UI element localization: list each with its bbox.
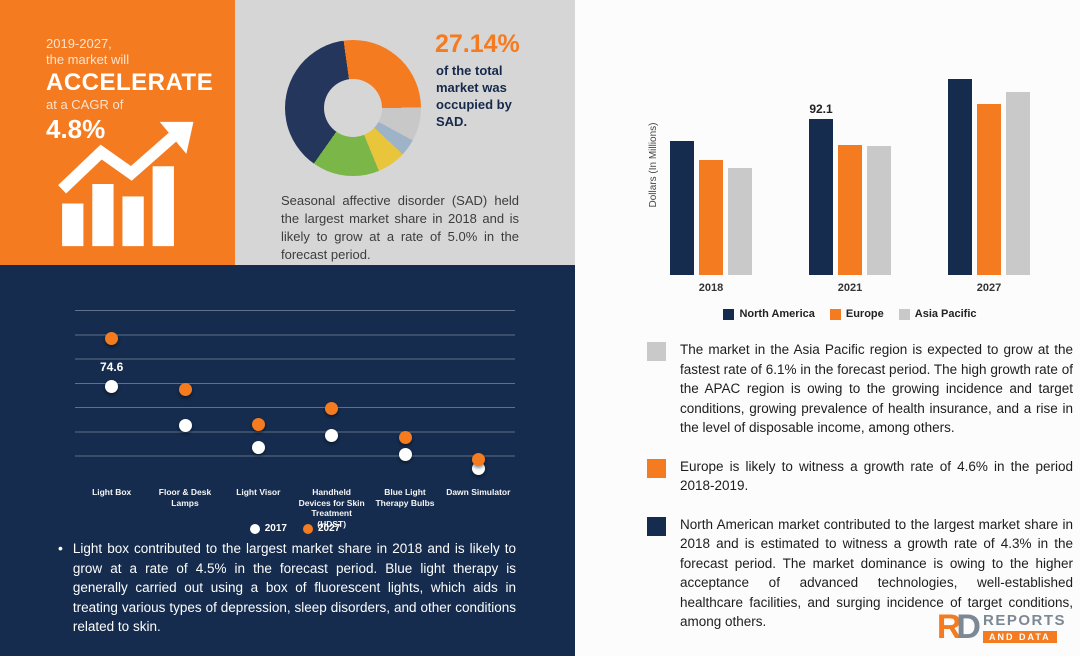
logo-and-data: AND DATA — [982, 630, 1057, 643]
donut-hole — [324, 79, 382, 137]
legend-swatch — [303, 523, 313, 534]
bars-2018 — [670, 55, 752, 275]
legend-swatch — [723, 308, 735, 320]
logo-mark-r: R — [936, 608, 961, 646]
bar-group-2027: 2027 — [948, 55, 1030, 294]
bar-europe-2021 — [838, 145, 862, 275]
bars-2027 — [948, 55, 1030, 275]
dot-plot-categories: Light Box Floor & Desk Lamps Light Visor Ha… — [75, 487, 515, 529]
dot-legend-item-2017: 2017 — [249, 523, 287, 534]
logo-text: REPORTS AND DATA — [982, 611, 1066, 643]
bullet-marker — [647, 458, 666, 478]
bar-value-label: 92.1 — [809, 102, 833, 116]
dot-2027-1 — [178, 382, 192, 396]
product-bullet: • Light box contributed to the largest m… — [58, 539, 516, 637]
bar-europe-2027 — [977, 104, 1001, 275]
bullet-text: The market in the Asia Pacific region is… — [680, 342, 1073, 435]
dot-2027-4 — [398, 430, 412, 444]
regional-bullet-0: The market in the Asia Pacific region is… — [647, 340, 1073, 438]
bullet-marker — [647, 342, 666, 361]
sad-share-value: 27.14% — [435, 30, 520, 58]
growth-arrow-icon — [58, 121, 194, 247]
dot-2027-0 — [105, 332, 119, 346]
regional-bar-chart: Dollars (In Millions) 2018 92.1 2021 2027 — [648, 55, 1030, 305]
legend-swatch — [249, 523, 260, 534]
accelerate-text: ACCELERATE — [46, 69, 214, 96]
bar-europe-2018 — [699, 160, 723, 275]
dot-2017-4 — [398, 448, 412, 462]
bullet-text: North American market contributed to the… — [680, 516, 1073, 630]
legend-label: North America — [739, 308, 815, 320]
bar-asia-pacific-2027 — [1006, 92, 1030, 275]
cagr-panel: 2019-2027, the market will ACCELERATE at… — [0, 0, 235, 265]
bullet-dot: • — [58, 540, 63, 556]
dot-category-5: Dawn Simulator — [446, 487, 511, 497]
cagr-value: 4.8% — [46, 114, 106, 144]
sad-share-caption: of the total market was occupied by SAD. — [436, 63, 512, 129]
reports-and-data-logo: RD REPORTS AND DATA — [937, 610, 1066, 644]
bar-legend-item-europe: Europe — [829, 308, 884, 320]
dot-category-3: Handheld Devices for Skin Treatment (HDS… — [298, 487, 365, 529]
legend-swatch — [898, 308, 910, 320]
legend-label: 2027 — [318, 523, 341, 534]
sad-panel: 27.14% of the total market was occupied … — [235, 0, 575, 265]
bar-group-2021: 92.1 2021 — [809, 55, 891, 294]
product-panel: 74.6 Light Box Floor & Desk Lamps Light Vi… — [0, 265, 575, 656]
dot-2017-1 — [178, 419, 192, 433]
bullet-marker — [647, 516, 666, 536]
dot-2027-5 — [471, 453, 485, 467]
legend-label: Europe — [845, 308, 884, 320]
dot-category-0: Light Box — [92, 487, 132, 497]
bars-2021: 92.1 — [809, 55, 891, 275]
dot-value-label: 74.6 — [99, 360, 124, 375]
legend-label: 2017 — [264, 523, 287, 534]
regional-bullets: The market in the Asia Pacific region is… — [647, 340, 1073, 632]
bar-group-2018: 2018 — [670, 55, 752, 294]
dot-2017-0 — [105, 379, 119, 393]
bar-x-label-2018: 2018 — [698, 282, 724, 294]
logo-mark-d: D — [956, 608, 980, 646]
dot-2027-2 — [251, 418, 265, 432]
legend-label: Asia Pacific — [914, 308, 977, 320]
sad-donut-chart — [285, 40, 421, 176]
regional-bullet-1: Europe is likely to witness a growth rat… — [647, 457, 1073, 496]
cagr-line-market: the market will — [46, 52, 130, 67]
bullet-text: Europe is likely to witness a growth rat… — [680, 458, 1073, 494]
dot-legend-item-2027: 2027 — [303, 523, 340, 534]
cagr-line-label: at a CAGR of — [46, 97, 124, 112]
dot-category-4: Blue Light Therapy Bulbs — [375, 487, 435, 508]
logo-mark: RD — [936, 608, 981, 646]
product-bullet-text: Light box contributed to the largest mar… — [72, 541, 516, 634]
bar-north-america-2018 — [670, 141, 694, 275]
bar-north-america-2027 — [948, 79, 972, 275]
product-dot-plot: 74.6 — [75, 310, 515, 480]
dot-category-2: Light Visor — [236, 487, 281, 497]
bar-asia-pacific-2018 — [728, 168, 752, 275]
dot-2017-2 — [251, 440, 265, 454]
cagr-line-years: 2019-2027, — [46, 36, 112, 51]
dot-category-1: Floor & Desk Lamps — [158, 487, 212, 508]
bar-chart-ylabel: Dollars (In Millions) — [648, 122, 659, 208]
legend-swatch — [829, 308, 841, 320]
dot-plot-legend: 2017 2027 — [75, 523, 515, 534]
logo-reports: REPORTS — [982, 611, 1066, 629]
dot-2017-3 — [325, 429, 339, 443]
regional-panel: Dollars (In Millions) 2018 92.1 2021 2027 N… — [575, 0, 1080, 656]
bar-x-label-2027: 2027 — [976, 282, 1002, 294]
bar-chart-legend: North America Europe Asia Pacific — [670, 308, 1030, 320]
bar-asia-pacific-2021 — [867, 146, 891, 275]
sad-description: Seasonal affective disorder (SAD) held t… — [281, 193, 519, 262]
bar-north-america-2021: 92.1 — [809, 102, 833, 275]
regional-bullet-2: North American market contributed to the… — [647, 515, 1073, 632]
bar-chart-groups: 2018 92.1 2021 2027 — [670, 55, 1030, 294]
bar-legend-item-asia-pacific: Asia Pacific — [898, 308, 977, 320]
bar-legend-item-north-america: North America — [723, 308, 815, 320]
bar-x-label-2021: 2021 — [837, 282, 863, 294]
dot-2027-3 — [325, 401, 339, 415]
